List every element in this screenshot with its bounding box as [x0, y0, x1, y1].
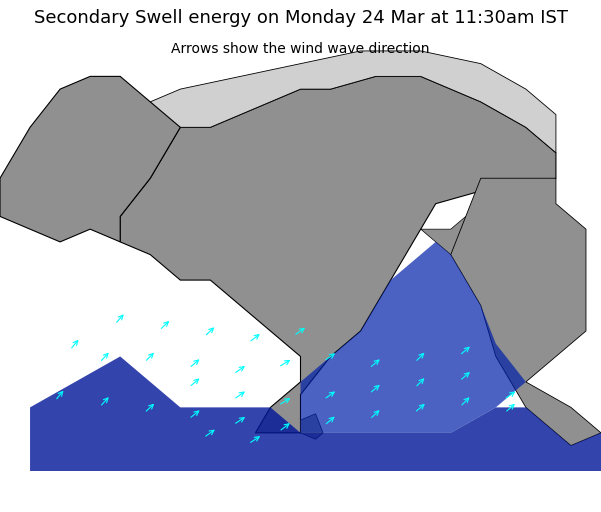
Polygon shape [0, 76, 180, 242]
Polygon shape [421, 217, 481, 254]
Polygon shape [30, 356, 601, 471]
Polygon shape [300, 242, 526, 433]
Polygon shape [451, 178, 601, 445]
Text: Arrows show the wind wave direction: Arrows show the wind wave direction [171, 42, 430, 56]
Text: Secondary Swell energy on Monday 24 Mar at 11:30am IST: Secondary Swell energy on Monday 24 Mar … [34, 9, 567, 28]
Polygon shape [120, 76, 556, 433]
Polygon shape [300, 414, 323, 439]
Polygon shape [150, 51, 556, 153]
